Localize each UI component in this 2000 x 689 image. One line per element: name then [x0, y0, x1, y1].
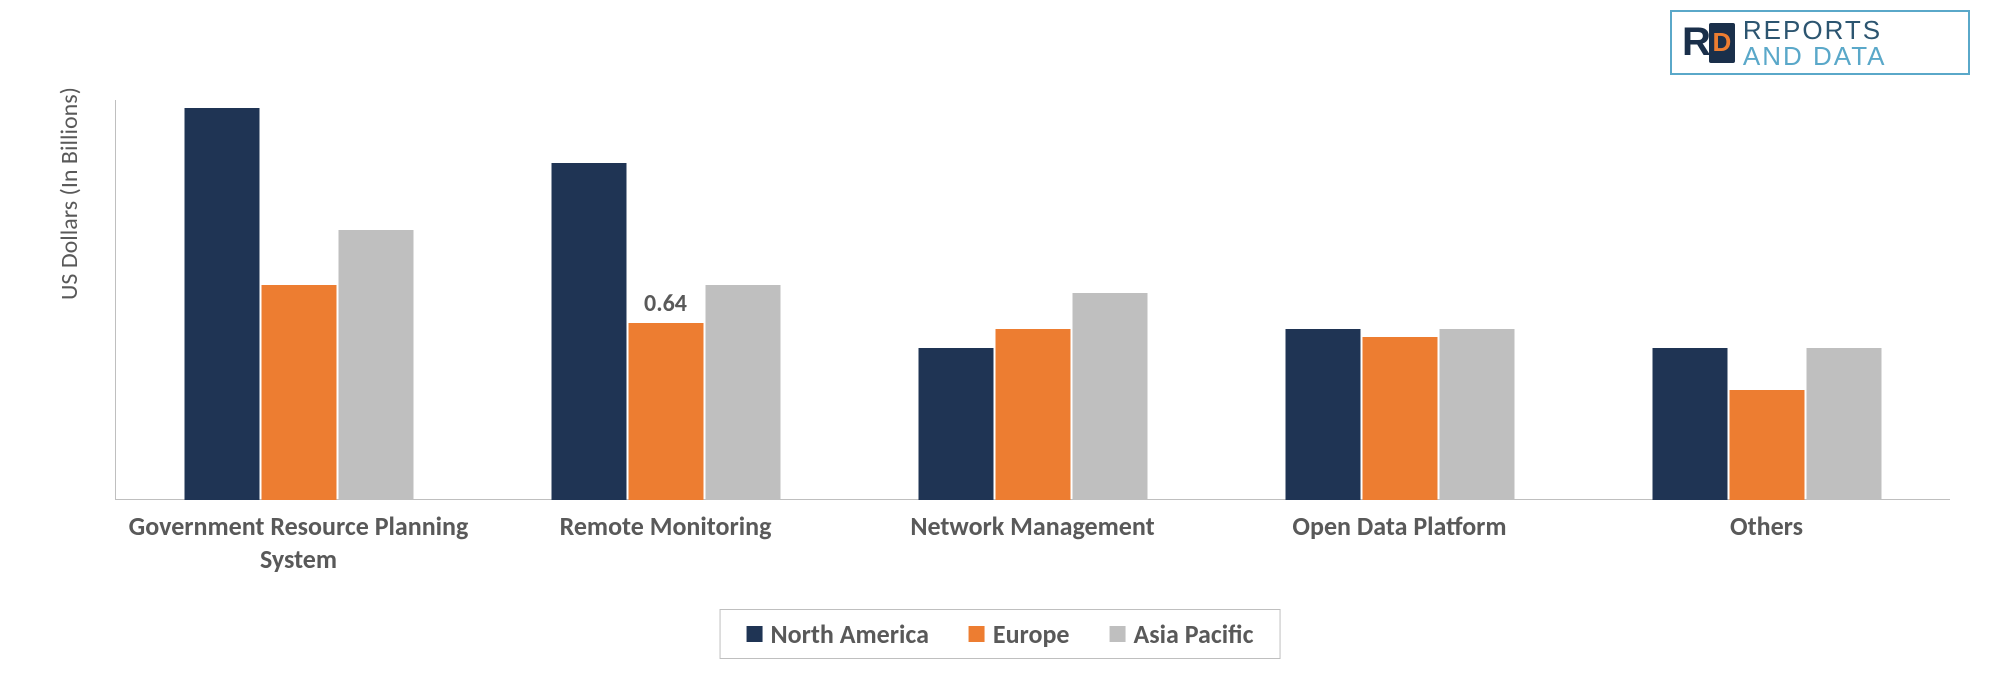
- category-label: Others: [1583, 510, 1950, 575]
- chart-container: R D REPORTS AND DATA US Dollars (In Bill…: [0, 0, 2000, 689]
- category-label: Open Data Platform: [1216, 510, 1583, 575]
- legend-text: North America: [771, 618, 929, 650]
- legend-text: Asia Pacific: [1134, 618, 1254, 650]
- bar: [338, 230, 413, 500]
- legend-swatch: [969, 626, 985, 642]
- category-label: Remote Monitoring: [482, 510, 849, 575]
- logo-r: R: [1682, 20, 1709, 65]
- bar: [184, 108, 259, 500]
- logo-mark: R D: [1682, 20, 1735, 65]
- y-axis-label: US Dollars (In Billions): [55, 87, 84, 300]
- bar-group: [849, 100, 1216, 500]
- bar: [1729, 390, 1804, 500]
- category-label: Network Management: [849, 510, 1216, 575]
- bar: [1652, 348, 1727, 500]
- logo-line1: REPORTS: [1743, 17, 1887, 43]
- logo-line2: AND DATA: [1743, 43, 1887, 69]
- bar: [705, 285, 780, 500]
- logo-d: D: [1709, 23, 1735, 63]
- bar: [1285, 329, 1360, 500]
- bars-wrap: [918, 100, 1147, 500]
- bar-group: [1216, 100, 1583, 500]
- bars-wrap: [184, 100, 413, 500]
- bars-wrap: [1285, 100, 1514, 500]
- bar: [1362, 337, 1437, 500]
- bar: [1439, 329, 1514, 500]
- category-label: Government Resource Planning System: [115, 510, 482, 575]
- bars-wrap: [1652, 100, 1881, 500]
- legend-swatch: [747, 626, 763, 642]
- bar: [551, 163, 626, 500]
- bar: [918, 348, 993, 500]
- legend-item: Asia Pacific: [1110, 618, 1254, 650]
- legend-item: North America: [747, 618, 929, 650]
- bar: [261, 285, 336, 500]
- plot-area: 0.64: [115, 100, 1950, 500]
- bar: [995, 329, 1070, 500]
- legend-text: Europe: [993, 618, 1070, 650]
- bar: [1072, 293, 1147, 500]
- bar: [1806, 348, 1881, 500]
- brand-logo: R D REPORTS AND DATA: [1670, 10, 1970, 75]
- bar-group: 0.64: [482, 100, 849, 500]
- bar: 0.64: [628, 323, 703, 500]
- legend: North America Europe Asia Pacific: [720, 609, 1281, 659]
- bar-group: [115, 100, 482, 500]
- bar-group: [1583, 100, 1950, 500]
- legend-item: Europe: [969, 618, 1070, 650]
- logo-text: REPORTS AND DATA: [1743, 17, 1887, 69]
- bar-groups: 0.64: [115, 100, 1950, 500]
- bars-wrap: 0.64: [551, 100, 780, 500]
- value-label: 0.64: [644, 289, 687, 318]
- category-labels: Government Resource Planning SystemRemot…: [115, 510, 1950, 575]
- legend-swatch: [1110, 626, 1126, 642]
